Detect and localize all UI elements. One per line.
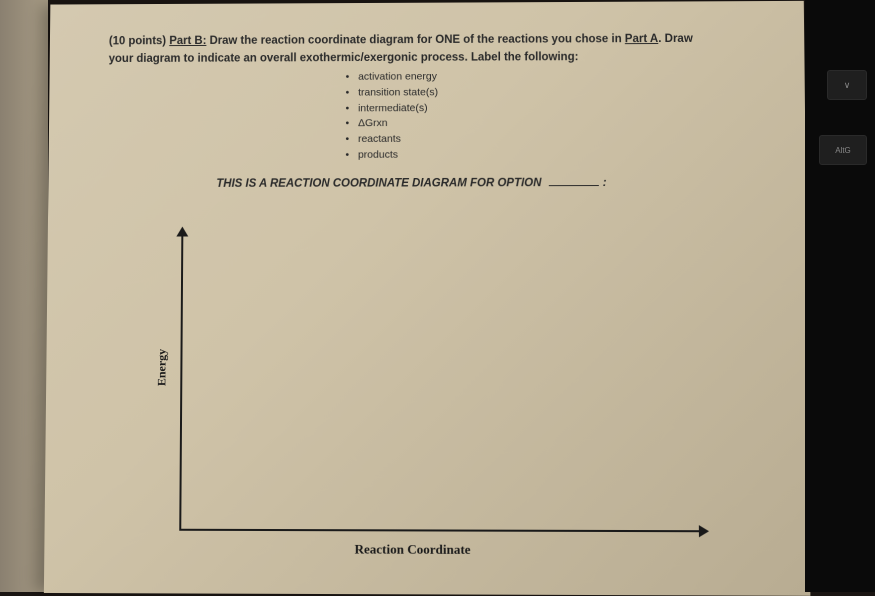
diagram-title-suffix: :: [603, 177, 607, 189]
keyboard-edge: ∨ AltG: [805, 0, 875, 592]
blank-fill-in: [549, 185, 599, 186]
instruction-emphasis: overall exothermic/exergonic process.: [260, 52, 468, 65]
bullet-item: reactants: [345, 131, 755, 148]
bullet-item: transition state(s): [346, 84, 755, 101]
label-bullet-list: activation energy transition state(s) in…: [345, 69, 755, 164]
points-label: (10 points): [109, 35, 169, 47]
keyboard-key-alt: AltG: [819, 135, 867, 165]
x-axis: [179, 529, 703, 532]
keyboard-key: ∨: [827, 70, 867, 100]
x-axis-label: Reaction Coordinate: [355, 541, 471, 558]
instruction-line-2: your diagram to indicate an overall exot…: [109, 49, 755, 67]
y-axis: [179, 231, 183, 531]
instruction-text-1-end: . Draw: [658, 33, 693, 45]
bullet-item: intermediate(s): [346, 100, 755, 117]
bullet-item: activation energy: [346, 69, 755, 86]
bullet-item: products: [345, 147, 755, 164]
instruction-text-2-start: your diagram to indicate an: [109, 53, 260, 65]
diagram-title: THIS IS A REACTION COORDINATE DIAGRAM FO…: [216, 176, 755, 189]
part-a-ref: Part A: [625, 33, 658, 45]
reaction-coordinate-chart: Energy Reaction Coordinate: [154, 230, 718, 563]
bullet-item: ΔGrxn: [345, 115, 754, 132]
y-axis-label: Energy: [155, 349, 170, 386]
x-axis-arrow: [699, 525, 709, 537]
diagram-title-text: THIS IS A REACTION COORDINATE DIAGRAM FO…: [216, 177, 544, 190]
instruction-line-1: (10 points) Part B: Draw the reaction co…: [109, 31, 754, 50]
part-b-label: Part B:: [169, 35, 206, 47]
instruction-text-1: Draw the reaction coordinate diagram for…: [206, 33, 624, 47]
paper-edge: [0, 0, 48, 592]
instruction-text-2-end: Label the following:: [468, 51, 579, 63]
worksheet-paper: (10 points) Part B: Draw the reaction co…: [44, 1, 811, 596]
